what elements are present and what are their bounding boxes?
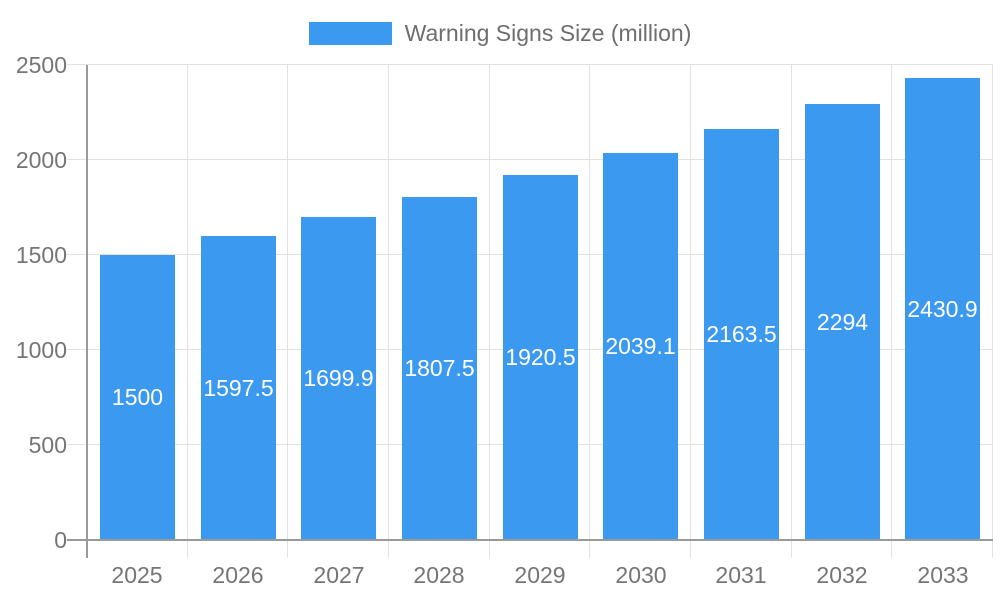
x-axis-line	[67, 539, 993, 541]
x-tick-label: 2031	[715, 562, 767, 588]
legend-swatch	[308, 22, 392, 45]
gridline-vertical	[589, 65, 590, 558]
gridline-vertical	[992, 65, 993, 558]
y-tick-label: 2500	[15, 52, 67, 78]
y-tick-label: 1000	[15, 337, 67, 363]
bar-2027: 1699.9	[301, 217, 376, 540]
bar-value-label: 1920.5	[505, 344, 576, 370]
bar-value-label: 2039.1	[605, 333, 676, 359]
bar-value-label: 1699.9	[303, 365, 374, 391]
x-tick-label: 2027	[313, 562, 365, 588]
gridline-horizontal	[67, 159, 993, 160]
bar-2029: 1920.5	[503, 175, 578, 540]
y-tick-label: 1500	[15, 242, 67, 268]
bar-2025: 1500	[100, 255, 175, 540]
y-tick-label: 500	[28, 432, 67, 458]
plot-area: 1500 1597.5 1699.9 1807.5 1920.5 2039.1 2163.5…	[67, 64, 993, 558]
x-tick-label: 2033	[917, 562, 969, 588]
x-tick-label: 2032	[816, 562, 868, 588]
x-tick-label: 2025	[111, 562, 163, 588]
gridline-vertical	[388, 65, 389, 558]
gridline-vertical	[891, 65, 892, 558]
x-tick-label: 2028	[413, 562, 465, 588]
y-tick-label: 0	[54, 527, 67, 553]
bar-2032: 2294	[805, 104, 880, 540]
y-axis-labels: 0 500 1000 1500 2000 2500	[0, 52, 67, 553]
gridline-horizontal	[67, 64, 993, 65]
gridline-vertical	[287, 65, 288, 558]
x-tick-label: 2030	[615, 562, 667, 588]
bar-2030: 2039.1	[603, 153, 678, 540]
y-axis-line	[86, 65, 88, 558]
bar-2028: 1807.5	[402, 197, 477, 540]
bar-2031: 2163.5	[704, 129, 779, 540]
bar-value-label: 2163.5	[706, 321, 777, 347]
gridline-vertical	[791, 65, 792, 558]
x-tick-label: 2029	[514, 562, 566, 588]
bar-value-label: 2430.9	[907, 295, 978, 322]
gridline-vertical	[187, 65, 188, 558]
y-tick-label: 2000	[15, 147, 67, 173]
gridline-vertical	[690, 65, 691, 558]
bar-value-label: 1500	[111, 384, 164, 410]
x-tick-label: 2026	[212, 562, 264, 588]
bar-value-label: 2294	[816, 308, 869, 335]
bar-2026: 1597.5	[201, 236, 276, 540]
bar-value-label: 1597.5	[203, 374, 274, 401]
bar-2033: 2430.9	[905, 78, 980, 540]
x-axis-labels: 2025 2026 2027 2028 2029 2030 2031 2032 2033	[87, 560, 993, 590]
legend-label: Warning Signs Size (million)	[404, 20, 692, 46]
gridline-vertical	[489, 65, 490, 558]
legend: Warning Signs Size (million)	[0, 20, 1000, 47]
bar-value-label: 1807.5	[404, 355, 475, 381]
